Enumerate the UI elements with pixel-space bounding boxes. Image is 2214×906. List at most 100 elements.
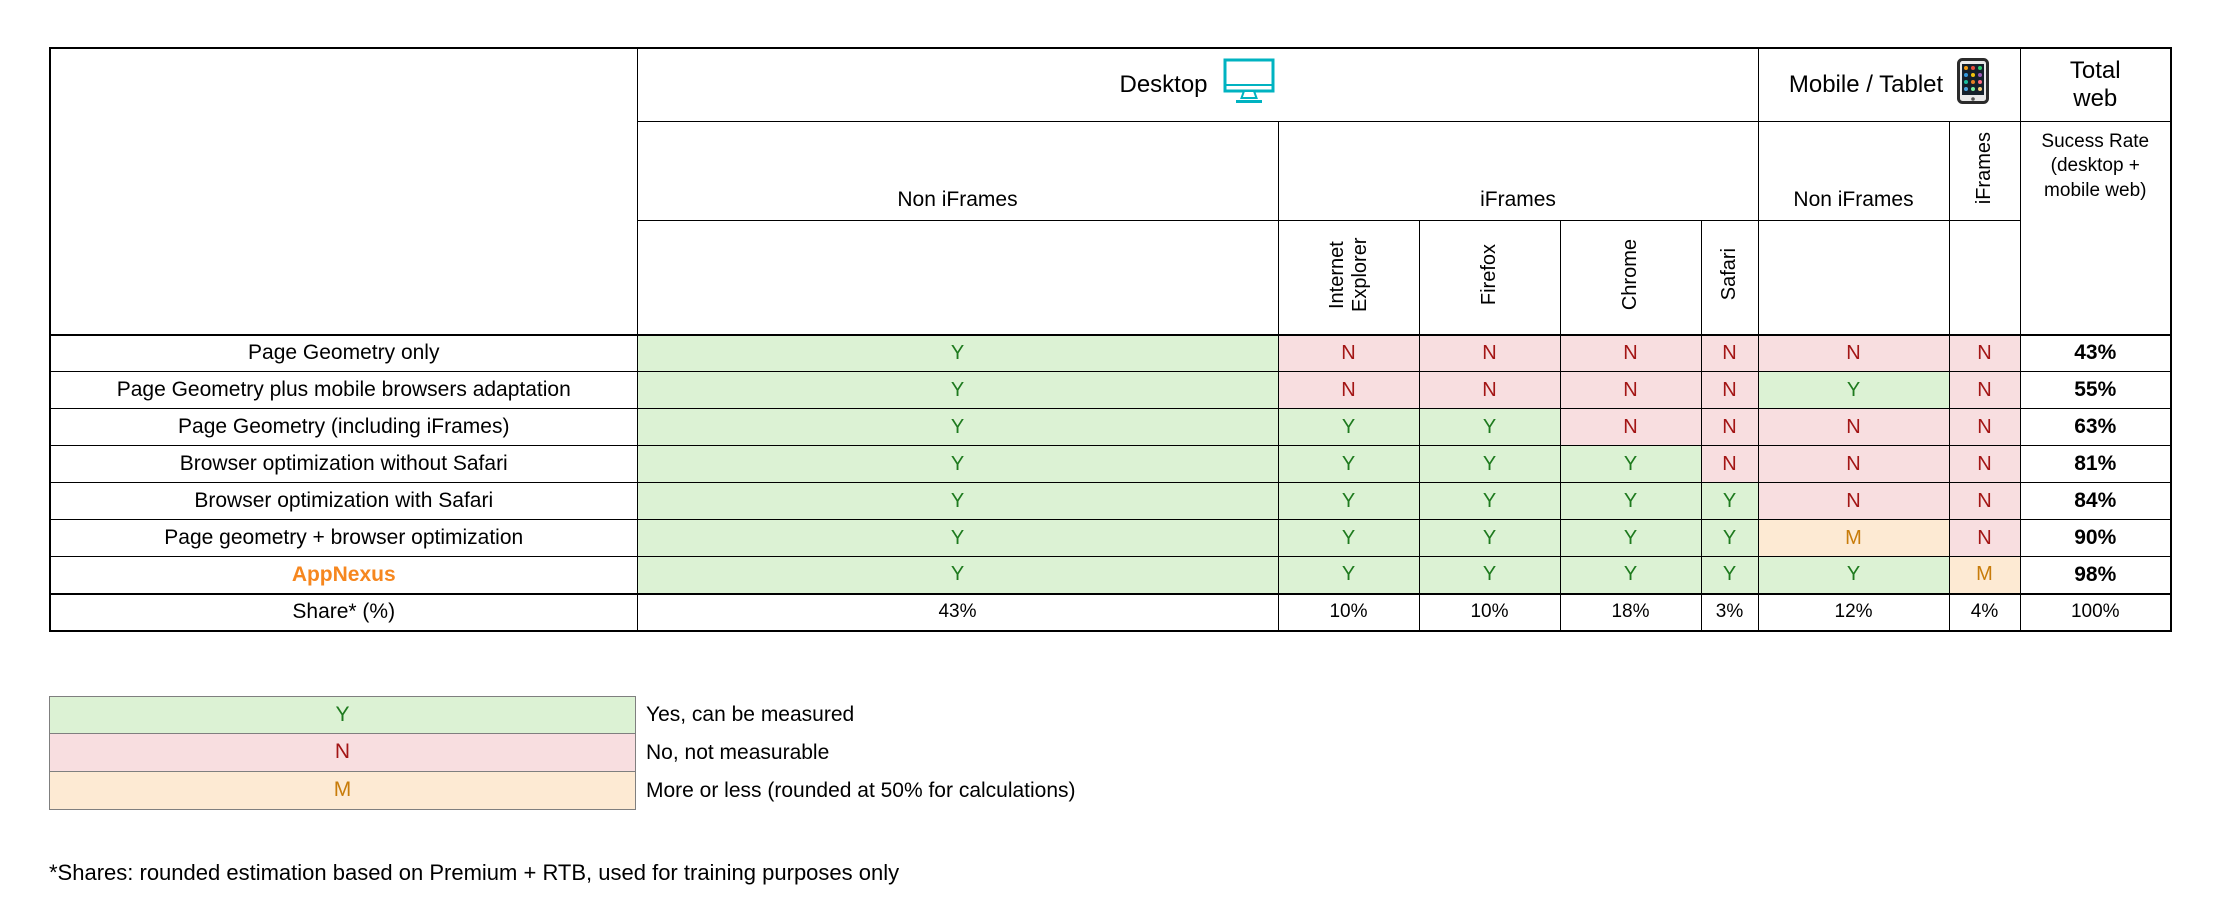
matrix-cell: Y xyxy=(1418,408,1561,446)
header-row-browsers: Internet Explorer Firefox Chrome Safari xyxy=(50,219,2171,335)
matrix-cell: N xyxy=(1948,519,2021,557)
desktop-label: Desktop xyxy=(1119,70,1208,98)
matrix-cell: N xyxy=(1700,371,1759,409)
matrix-cell: Y xyxy=(1700,556,1759,594)
matrix-cell: Y xyxy=(636,519,1279,557)
matrix-cell: M xyxy=(1757,519,1950,557)
row-label-appnexus: AppNexus xyxy=(49,556,638,594)
matrix-cell: Y xyxy=(1559,482,1702,520)
monitor-icon xyxy=(1222,58,1276,111)
matrix-cell: N xyxy=(1418,334,1561,372)
legend-swatch-no: N xyxy=(49,732,636,772)
total-cell: 81% xyxy=(2019,445,2172,483)
row-label: Browser optimization without Safari xyxy=(49,445,638,483)
share-value: 3% xyxy=(1700,592,1759,631)
share-value: 4% xyxy=(1948,592,2021,631)
legend: Y Yes, can be measured N No, not measura… xyxy=(49,695,2172,810)
table-row: Page Geometry (including iFrames) Y Y Y … xyxy=(49,408,2172,446)
header-success-rate: Sucess Rate (desktop + mobile web) xyxy=(2019,120,2172,335)
footnote: *Shares: rounded estimation based on Pre… xyxy=(49,859,900,885)
header-browser-firefox: Firefox xyxy=(1418,219,1561,335)
empty-cell xyxy=(636,219,1279,335)
total-web-line2: web xyxy=(2073,84,2118,112)
matrix-cell: N xyxy=(1277,334,1420,372)
share-value: 12% xyxy=(1757,592,1950,631)
matrix-cell: N xyxy=(1757,408,1950,446)
matrix-cell: N xyxy=(1757,482,1950,520)
table-row: Page geometry + browser optimization Y Y… xyxy=(49,519,2172,557)
empty-cell xyxy=(1757,219,1950,335)
matrix-cell: N xyxy=(1700,445,1759,483)
share-value: 18% xyxy=(1559,592,1702,631)
matrix-cell: N xyxy=(1700,408,1759,446)
header-browser-safari: Safari xyxy=(1700,219,1759,335)
total-cell: 84% xyxy=(2019,482,2172,520)
matrix-cell: Y xyxy=(1418,482,1561,520)
row-label: Page Geometry only xyxy=(49,334,638,372)
total-cell: 98% xyxy=(2019,556,2172,594)
safari-label: Safari xyxy=(1718,248,1740,301)
matrix-cell: Y xyxy=(1559,519,1702,557)
share-value: 10% xyxy=(1277,592,1420,631)
matrix-cell: Y xyxy=(1757,371,1950,409)
row-label: Page geometry + browser optimization xyxy=(49,519,638,557)
total-cell: 55% xyxy=(2019,371,2172,409)
matrix-cell: Y xyxy=(636,556,1279,594)
corner-cell xyxy=(49,47,638,335)
legend-swatch-yes: Y xyxy=(49,695,636,734)
matrix-cell: Y xyxy=(636,408,1279,446)
matrix-cell: N xyxy=(1559,334,1702,372)
header-browser-chrome: Chrome xyxy=(1559,219,1702,335)
share-value: 10% xyxy=(1418,592,1561,631)
matrix-cell: Y xyxy=(1757,556,1950,594)
header-row-frames: Non iFrames iFrames Non iFrames iFrames … xyxy=(50,120,2172,335)
internet-explorer-label: Internet Explorer xyxy=(1325,237,1371,312)
header-mobile-tablet: Mobile / Tablet xyxy=(1757,47,2021,122)
table-row: Browser optimization with Safari Y Y Y Y… xyxy=(49,482,2172,520)
row-label: Page Geometry plus mobile browsers adapt… xyxy=(49,371,638,409)
share-label: Share* (%) xyxy=(49,592,638,631)
matrix-cell: Y xyxy=(1559,556,1702,594)
row-label: Page Geometry (including iFrames) xyxy=(49,408,638,446)
matrix-cell: Y xyxy=(1277,519,1420,557)
matrix-cell: N xyxy=(1559,408,1702,446)
share-value: 43% xyxy=(636,592,1279,631)
matrix-cell: Y xyxy=(1418,556,1561,594)
matrix-cell: Y xyxy=(1700,482,1759,520)
matrix-cell: Y xyxy=(636,445,1279,483)
measurement-table: Desktop Mobile / Tablet xyxy=(49,47,2173,632)
total-cell: 90% xyxy=(2019,519,2172,557)
empty-cell xyxy=(1948,219,2021,335)
total-cell: 63% xyxy=(2019,408,2172,446)
header-mobile-iframes: iFrames xyxy=(1948,120,2021,221)
legend-desc-more-or-less: More or less (rounded at 50% for calcula… xyxy=(646,778,1076,802)
matrix-cell: N xyxy=(1948,445,2021,483)
table-row-appnexus: AppNexus Y Y Y Y Y Y M 98% xyxy=(49,556,2172,594)
matrix-cell: Y xyxy=(636,482,1279,520)
mobile-iframes-label: iFrames xyxy=(1973,131,1996,205)
mobile-tablet-label: Mobile / Tablet xyxy=(1788,70,1944,98)
sheet: Desktop Mobile / Tablet xyxy=(49,47,2173,886)
total-cell: 43% xyxy=(2019,334,2172,372)
row-label: Browser optimization with Safari xyxy=(49,482,638,520)
matrix-cell: Y xyxy=(1700,519,1759,557)
header-desktop-non-iframes: Non iFrames xyxy=(636,120,1279,221)
matrix-cell: Y xyxy=(1418,519,1561,557)
matrix-cell: N xyxy=(1948,408,2021,446)
total-web-line1: Total xyxy=(2069,57,2121,85)
matrix-cell: N xyxy=(1700,334,1759,372)
share-row: Share* (%) 43% 10% 10% 18% 3% 12% 4% 100… xyxy=(49,592,2172,631)
matrix-cell: N xyxy=(1418,371,1561,409)
header-desktop-iframes: iFrames xyxy=(1277,120,1759,221)
matrix-cell: Y xyxy=(636,371,1279,409)
tablet-icon xyxy=(1957,58,1990,111)
header-desktop: Desktop xyxy=(636,47,1759,122)
header-row-groups: Desktop Mobile / Tablet xyxy=(49,47,2172,335)
matrix-cell: N xyxy=(1948,334,2021,372)
matrix-cell: N xyxy=(1277,371,1420,409)
matrix-cell: Y xyxy=(1277,408,1420,446)
table-row: Page Geometry plus mobile browsers adapt… xyxy=(49,371,2172,409)
header-browser-internet-explorer: Internet Explorer xyxy=(1277,219,1420,335)
matrix-cell: N xyxy=(1757,334,1950,372)
legend-desc-no: No, not measurable xyxy=(646,740,830,764)
